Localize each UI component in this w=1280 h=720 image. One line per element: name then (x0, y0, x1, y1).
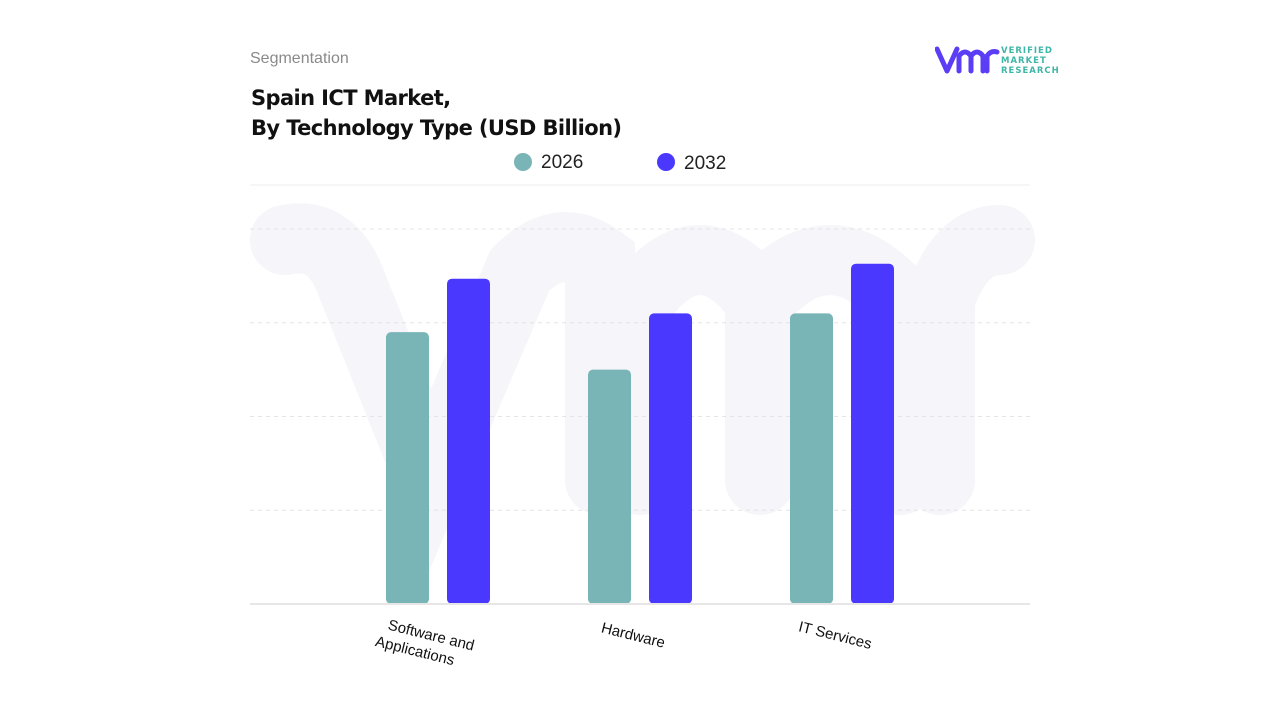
legend-marker-2026 (514, 153, 532, 171)
svg-text:RESEARCH: RESEARCH (1001, 66, 1060, 76)
bar-2026-2 (790, 313, 833, 604)
legend-marker-2032 (657, 153, 675, 171)
legend-label-2032: 2032 (684, 153, 726, 174)
bar-2026-0 (386, 332, 429, 604)
chart-title-line1: Spain ICT Market, (251, 86, 451, 110)
svg-text:MARKET: MARKET (1001, 56, 1047, 66)
x-tick-label-line: Hardware (599, 620, 666, 652)
vmr-logo: VERIFIED MARKET RESEARCH (934, 44, 1065, 81)
bar-2026-1 (588, 369, 631, 604)
x-tick-label: IT Services (797, 618, 874, 653)
bar-2032-0 (447, 278, 490, 604)
x-tick-label-line: IT Services (797, 618, 874, 653)
legend-label-2026: 2026 (541, 152, 583, 173)
chart-title-line2: By Technology Type (USD Billion) (251, 116, 622, 140)
bar-2032-1 (649, 313, 692, 604)
legend: 2026 2032 (514, 152, 726, 174)
section-label: Segmentation (250, 50, 349, 67)
bar-2032-2 (851, 263, 894, 604)
x-tick-label: Hardware (599, 620, 666, 652)
svg-text:VERIFIED: VERIFIED (1001, 46, 1053, 56)
chart-title: Spain ICT Market, By Technology Type (US… (251, 83, 622, 143)
